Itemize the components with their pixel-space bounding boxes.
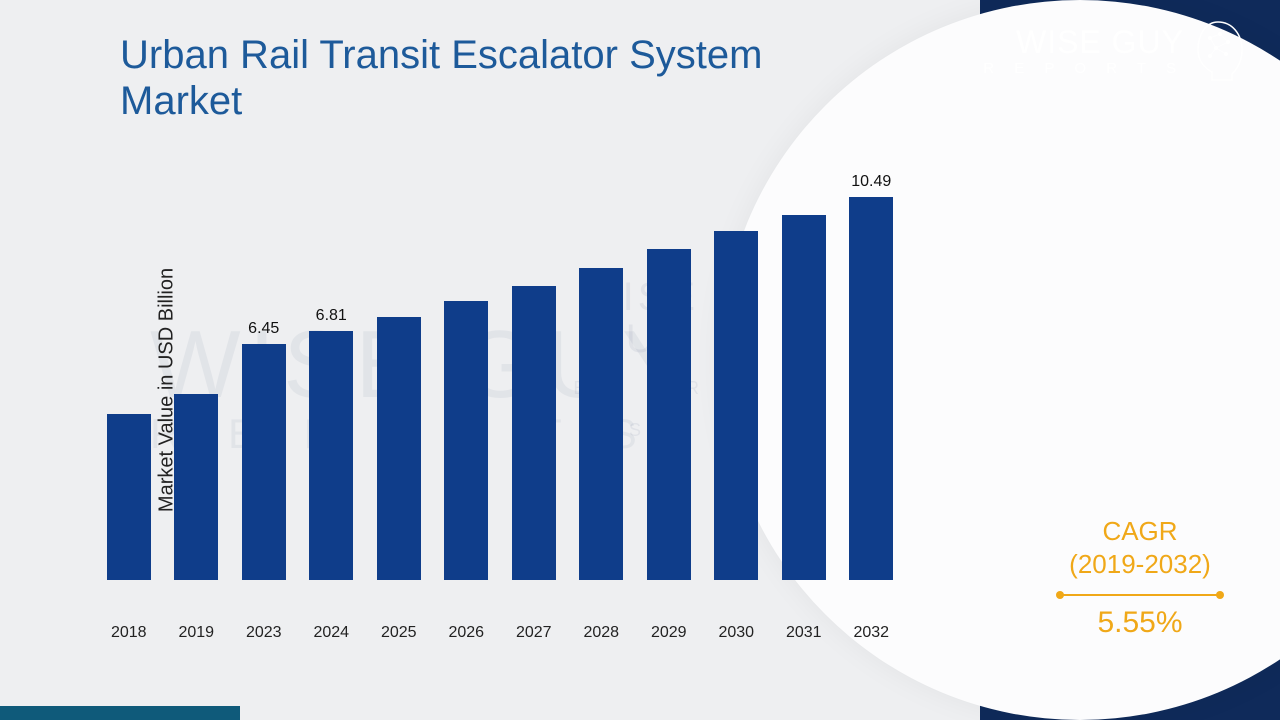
- bar-value-label: 6.45: [232, 320, 296, 338]
- cagr-separator: [1060, 594, 1220, 596]
- chart-title: Urban Rail Transit Escalator System Mark…: [120, 32, 840, 124]
- bar: [782, 215, 826, 580]
- cagr-block: CAGR (2019-2032) 5.55%: [1040, 515, 1240, 640]
- plot-area: 6.456.81 10.49: [95, 160, 905, 580]
- bar: [107, 414, 151, 580]
- bar: [647, 249, 691, 580]
- x-tick-label: 2027: [500, 624, 568, 642]
- x-tick-label: 2029: [635, 624, 703, 642]
- x-tick-label: 2031: [770, 624, 838, 642]
- bar-value-label: 10.49: [839, 173, 903, 191]
- bar: [309, 331, 353, 580]
- cagr-range: (2019-2032): [1069, 549, 1211, 579]
- brand-logo: WISE GUY R E P O R T S: [983, 26, 1242, 77]
- logo-main-text: WISE GUY: [983, 26, 1184, 58]
- bar: [444, 301, 488, 580]
- head-icon: [1190, 20, 1246, 82]
- x-tick-label: 2030: [703, 624, 771, 642]
- x-tick-label: 2032: [838, 624, 906, 642]
- bar: [174, 394, 218, 580]
- x-tick-label: 2026: [433, 624, 501, 642]
- bar-value-label: 6.81: [299, 307, 363, 325]
- x-tick-label: 2019: [163, 624, 231, 642]
- bar: [849, 197, 893, 580]
- bar: [714, 231, 758, 580]
- cagr-label: CAGR: [1102, 516, 1177, 546]
- bar-chart: Market Value in USD Billion 6.456.8110.4…: [95, 160, 905, 620]
- bar: [242, 344, 286, 580]
- x-axis-ticks: 2018201920232024202520262027202820292030…: [95, 620, 905, 646]
- infographic-canvas: WISE GUY R E P O R T S WISE GUY R E P O …: [0, 0, 1280, 720]
- x-tick-label: 2028: [568, 624, 636, 642]
- bar: [377, 317, 421, 580]
- logo-sub-text: R E P O R T S: [983, 60, 1184, 77]
- bottom-accent-bar: [0, 706, 240, 720]
- x-tick-label: 2024: [298, 624, 366, 642]
- x-tick-label: 2018: [95, 624, 163, 642]
- x-tick-label: 2025: [365, 624, 433, 642]
- cagr-value: 5.55%: [1040, 606, 1240, 640]
- bar: [579, 268, 623, 580]
- bar: [512, 286, 556, 580]
- x-tick-label: 2023: [230, 624, 298, 642]
